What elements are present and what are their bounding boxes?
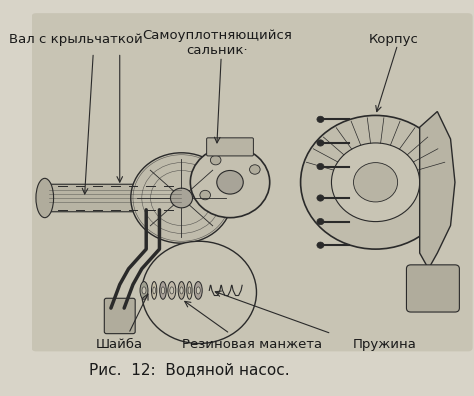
Circle shape (210, 155, 221, 165)
Circle shape (354, 163, 398, 202)
Circle shape (317, 116, 324, 122)
Circle shape (331, 143, 419, 222)
Circle shape (142, 241, 256, 343)
Circle shape (249, 165, 260, 174)
Circle shape (200, 190, 210, 200)
Text: Пружина: Пружина (353, 338, 416, 350)
Ellipse shape (142, 287, 146, 294)
FancyBboxPatch shape (406, 265, 459, 312)
Ellipse shape (153, 287, 155, 294)
Ellipse shape (188, 287, 191, 294)
Circle shape (171, 188, 192, 208)
Polygon shape (419, 112, 455, 269)
Ellipse shape (178, 282, 185, 299)
Text: Самоуплотняющийся
сальник·: Самоуплотняющийся сальник· (142, 29, 292, 57)
Text: Рис.  12:  Водяной насос.: Рис. 12: Водяной насос. (89, 362, 290, 377)
Circle shape (317, 219, 324, 225)
Text: Вал с крыльчаткой: Вал с крыльчаткой (9, 33, 143, 46)
Ellipse shape (196, 287, 200, 294)
Ellipse shape (194, 282, 202, 299)
Ellipse shape (140, 282, 148, 299)
Circle shape (317, 164, 324, 170)
Circle shape (317, 195, 324, 201)
Ellipse shape (180, 287, 183, 294)
Circle shape (301, 115, 451, 249)
Ellipse shape (160, 282, 166, 299)
Ellipse shape (161, 287, 164, 294)
Text: Шайба: Шайба (96, 338, 143, 350)
Circle shape (131, 153, 232, 243)
FancyBboxPatch shape (43, 184, 188, 212)
Text: Резиновая манжета: Резиновая манжета (182, 338, 322, 350)
Ellipse shape (168, 282, 176, 299)
Ellipse shape (170, 287, 174, 294)
Circle shape (317, 242, 324, 248)
Circle shape (317, 140, 324, 146)
FancyBboxPatch shape (207, 138, 254, 156)
Ellipse shape (187, 282, 192, 299)
Ellipse shape (36, 178, 54, 218)
Circle shape (217, 170, 243, 194)
FancyBboxPatch shape (32, 13, 473, 351)
FancyBboxPatch shape (104, 298, 135, 334)
Ellipse shape (152, 282, 157, 299)
Text: Корпус: Корпус (368, 33, 418, 46)
Circle shape (191, 147, 270, 218)
